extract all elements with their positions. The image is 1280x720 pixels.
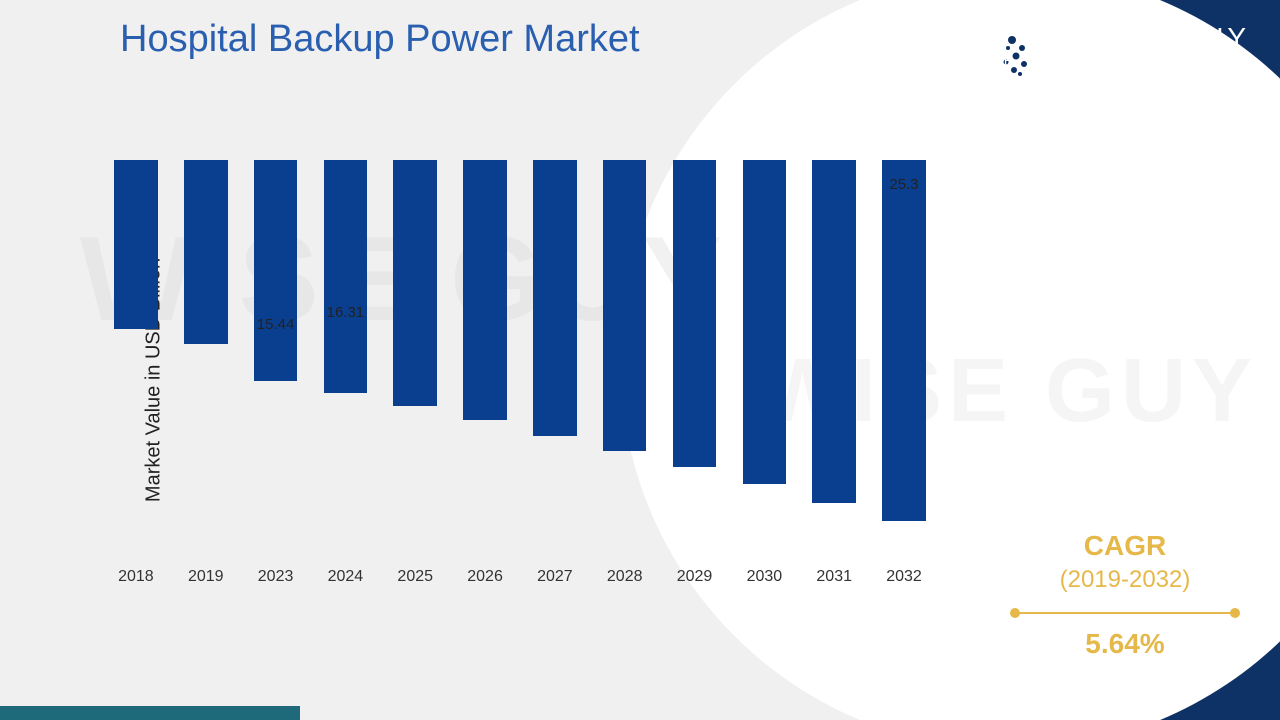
cagr-range: (2019-2032) — [970, 566, 1280, 594]
bar — [184, 160, 228, 344]
x-axis: 2018 2019 2023 2024 2025 2026 2027 2028 2029 2030… — [100, 560, 940, 600]
bar-chart: Market Value in USD Billion 15.4416.3125… — [60, 160, 940, 600]
bar-wrap — [667, 160, 723, 560]
cagr-title: CAGR — [970, 530, 1280, 562]
bar — [463, 160, 507, 420]
x-tick: 2028 — [597, 560, 653, 600]
bar-wrap — [178, 160, 234, 560]
bar — [812, 160, 856, 503]
bar — [254, 160, 298, 381]
bar-value-label: 16.31 — [327, 304, 365, 321]
bar-wrap: 16.31 — [317, 160, 373, 560]
x-tick: 2018 — [108, 560, 164, 600]
bar-wrap: 15.44 — [248, 160, 304, 560]
bar-value-label: 25.3 — [889, 176, 918, 193]
x-tick: 2024 — [317, 560, 373, 600]
x-tick: 2029 — [667, 560, 723, 600]
bar — [603, 160, 647, 451]
x-tick: 2032 — [876, 560, 932, 600]
bar — [324, 160, 368, 393]
bar — [743, 160, 787, 484]
bar — [533, 160, 577, 436]
chart-title: Hospital Backup Power Market — [120, 18, 640, 61]
x-tick: 2025 — [387, 560, 443, 600]
bar-wrap — [108, 160, 164, 560]
x-tick: 2027 — [527, 560, 583, 600]
logo-line2: R E P O R T S — [1004, 52, 1250, 68]
cagr-block: CAGR (2019-2032) 5.64% — [970, 530, 1280, 660]
x-tick: 2031 — [806, 560, 862, 600]
bar — [673, 160, 717, 467]
bar-wrap — [387, 160, 443, 560]
bar — [114, 160, 158, 329]
x-tick: 2026 — [457, 560, 513, 600]
bar-wrap — [597, 160, 653, 560]
bar-wrap: 25.3 — [876, 160, 932, 560]
plot-area: 15.44 16.31 25.3 — [100, 160, 940, 560]
bottom-accent-bar — [0, 706, 300, 720]
x-tick: 2023 — [248, 560, 304, 600]
bar-value-label: 15.44 — [257, 316, 295, 333]
bar-wrap — [527, 160, 583, 560]
bar-wrap — [736, 160, 792, 560]
cagr-value: 5.64% — [970, 628, 1280, 660]
bar-wrap — [457, 160, 513, 560]
brand-logo: WISE GUY R E P O R T S — [1004, 22, 1250, 68]
bar — [882, 160, 926, 521]
bars-container: 15.44 16.31 25.3 — [100, 160, 940, 560]
x-tick: 2030 — [736, 560, 792, 600]
infographic-canvas: WISE GUY WISE GUY Hospital Backup Power … — [0, 0, 1280, 720]
bar — [393, 160, 437, 406]
bar-wrap — [806, 160, 862, 560]
x-tick: 2019 — [178, 560, 234, 600]
logo-line1: WISE GUY — [1004, 22, 1250, 54]
cagr-divider — [1015, 612, 1235, 614]
